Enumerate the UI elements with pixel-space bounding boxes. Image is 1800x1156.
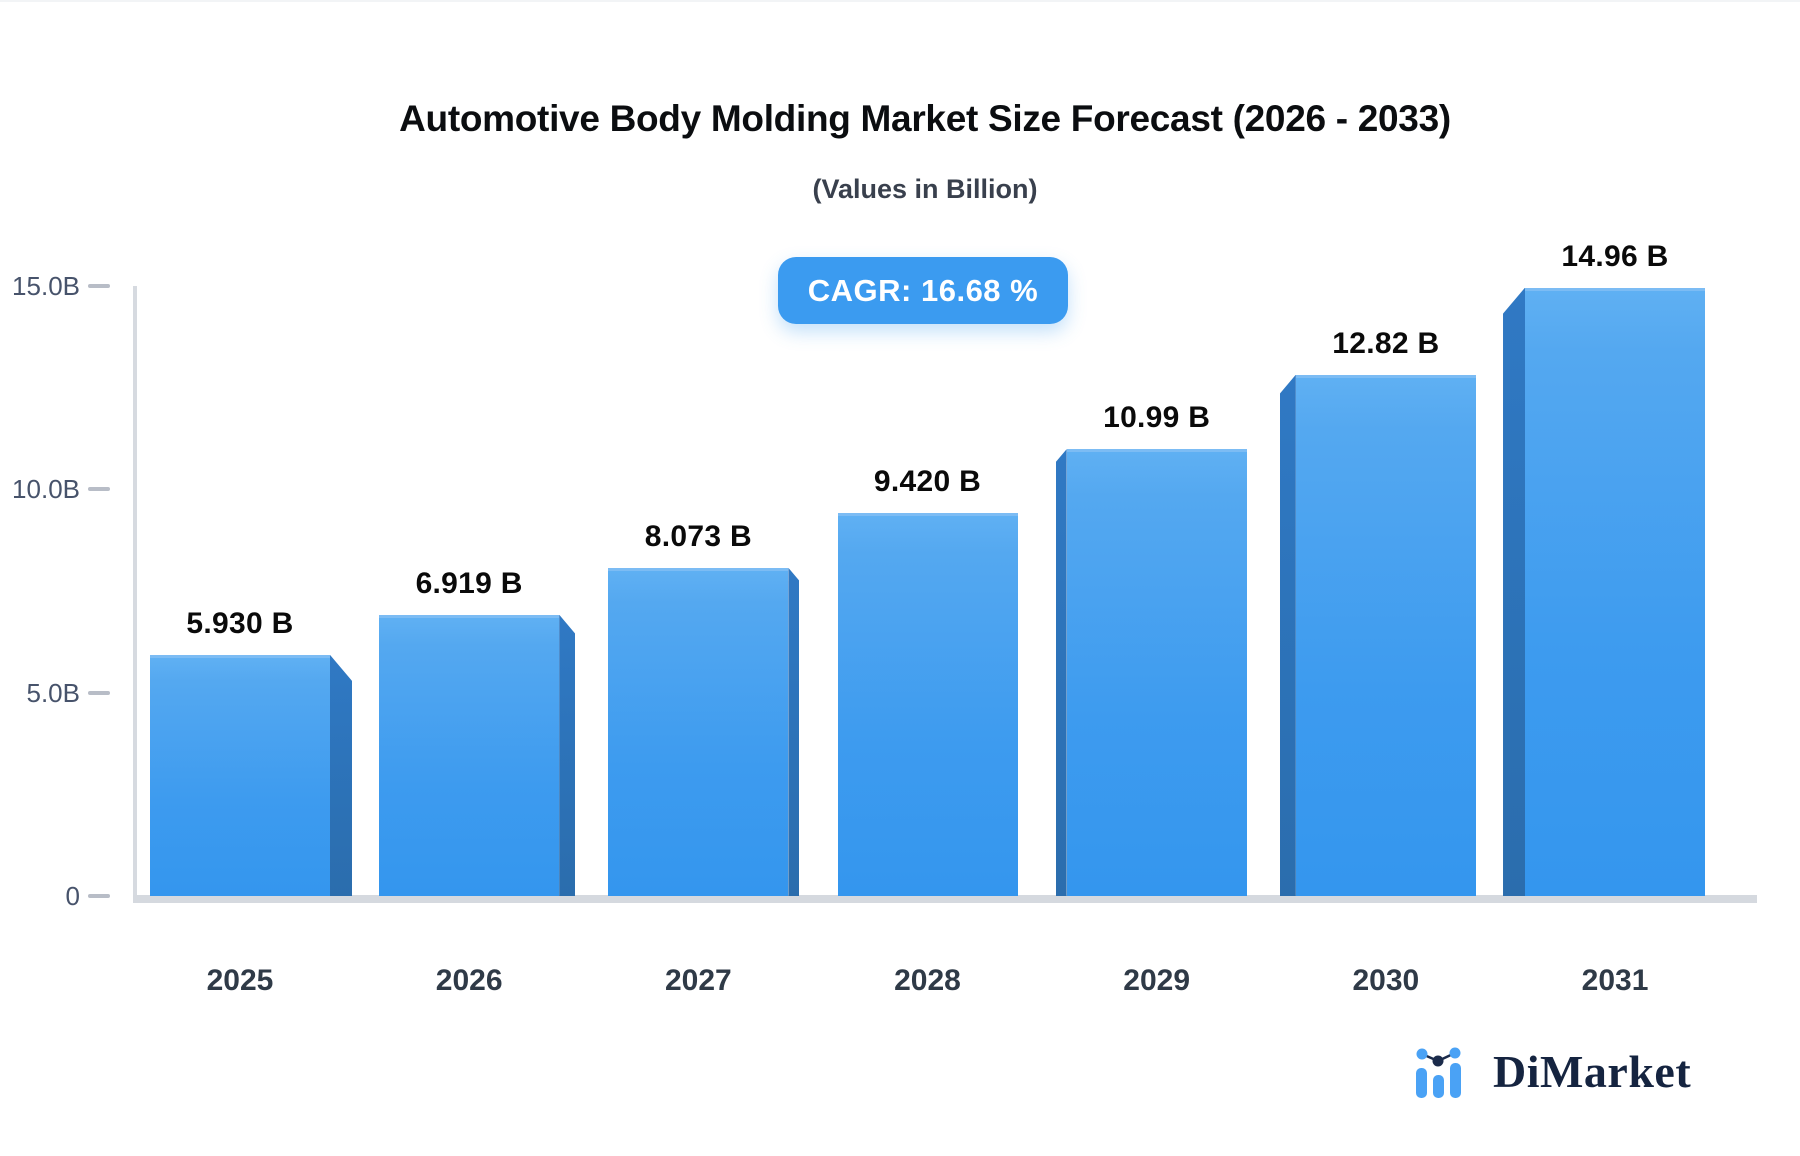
x-axis-label-2025: 2025 xyxy=(206,964,274,997)
y-tick-mark xyxy=(88,690,110,695)
x-axis-label-2029: 2029 xyxy=(1123,964,1191,997)
cagr-badge: CAGR: 16.68 % xyxy=(778,257,1068,324)
chart-title: Automotive Body Molding Market Size Fore… xyxy=(399,98,1451,139)
x-axis-label-2026: 2026 xyxy=(435,964,503,997)
bar-side-2026 xyxy=(559,614,576,896)
y-tick-label-0: 0 xyxy=(65,881,80,911)
bar-2029[interactable] xyxy=(1066,449,1247,896)
bar-value-label-2025: 5.930 B xyxy=(186,606,294,640)
x-axis-label-2028: 2028 xyxy=(894,964,961,997)
y-tick-label-10.0B: 10.0B xyxy=(12,474,80,505)
bar-2030[interactable] xyxy=(1295,374,1476,896)
x-axis-label-2030: 2030 xyxy=(1352,964,1420,997)
bar-value-label-2028: 9.420 B xyxy=(873,464,982,498)
y-tick-label-5.0B: 5.0B xyxy=(26,677,81,708)
x-axis-label-2027: 2027 xyxy=(664,964,732,997)
y-tick-mark xyxy=(88,284,110,288)
bar-2026[interactable] xyxy=(379,614,560,896)
bar-2031[interactable] xyxy=(1525,287,1706,896)
bar-side-2030 xyxy=(1279,374,1296,896)
dimarket-logo: DiMarket xyxy=(1413,1040,1691,1102)
bar-2025[interactable] xyxy=(150,654,330,896)
y-tick-mark xyxy=(88,894,110,898)
bar-side-2025 xyxy=(330,654,352,896)
bar-2028[interactable] xyxy=(837,512,1018,896)
chart-subtitle: (Values in Billion) xyxy=(812,174,1038,204)
y-tick-label-15.0B: 15.0B xyxy=(12,271,80,301)
bar-value-label-2030: 12.82 B xyxy=(1332,326,1440,360)
bar-value-label-2029: 10.99 B xyxy=(1103,401,1211,435)
bar-side-2029 xyxy=(1055,449,1067,896)
logo-text: DiMarket xyxy=(1493,1046,1692,1097)
bar-value-label-2031: 14.96 B xyxy=(1561,239,1669,273)
y-tick-mark xyxy=(88,487,110,492)
bar-value-label-2026: 6.919 B xyxy=(415,566,523,600)
y-axis-line xyxy=(133,286,137,903)
bar-chart-trend-icon xyxy=(1416,1047,1461,1098)
bar-side-2031 xyxy=(1503,287,1526,896)
bar-side-2027 xyxy=(788,567,800,896)
bar-value-label-2027: 8.073 B xyxy=(644,519,752,553)
x-axis-label-2031: 2031 xyxy=(1581,964,1649,997)
x-axis-baseline xyxy=(133,895,1757,903)
bar-2027[interactable] xyxy=(608,567,789,896)
